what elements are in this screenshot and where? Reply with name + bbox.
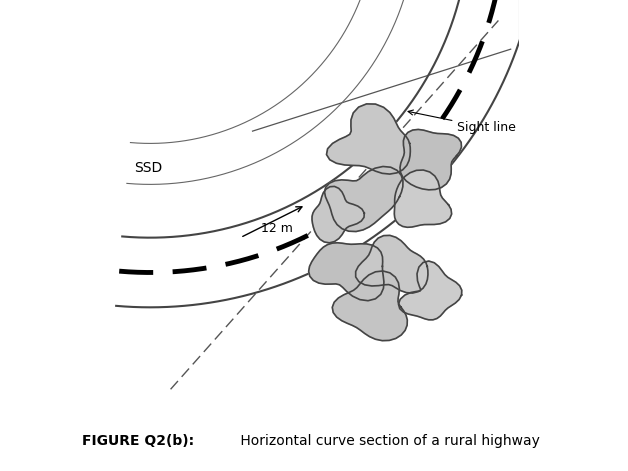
Polygon shape [308,243,384,300]
Polygon shape [116,0,539,307]
Polygon shape [109,0,519,410]
Polygon shape [327,104,410,174]
Polygon shape [394,170,452,227]
Polygon shape [400,130,462,190]
Text: Sight line: Sight line [408,110,516,134]
Text: 12 m: 12 m [261,221,293,235]
Polygon shape [312,187,364,243]
Polygon shape [332,271,408,341]
Polygon shape [355,236,428,293]
Polygon shape [325,166,403,232]
Text: Horizontal curve section of a rural highway: Horizontal curve section of a rural high… [236,434,539,448]
Polygon shape [398,261,462,320]
Text: FIGURE Q2(b):: FIGURE Q2(b): [82,434,194,448]
Text: SSD: SSD [134,161,162,175]
